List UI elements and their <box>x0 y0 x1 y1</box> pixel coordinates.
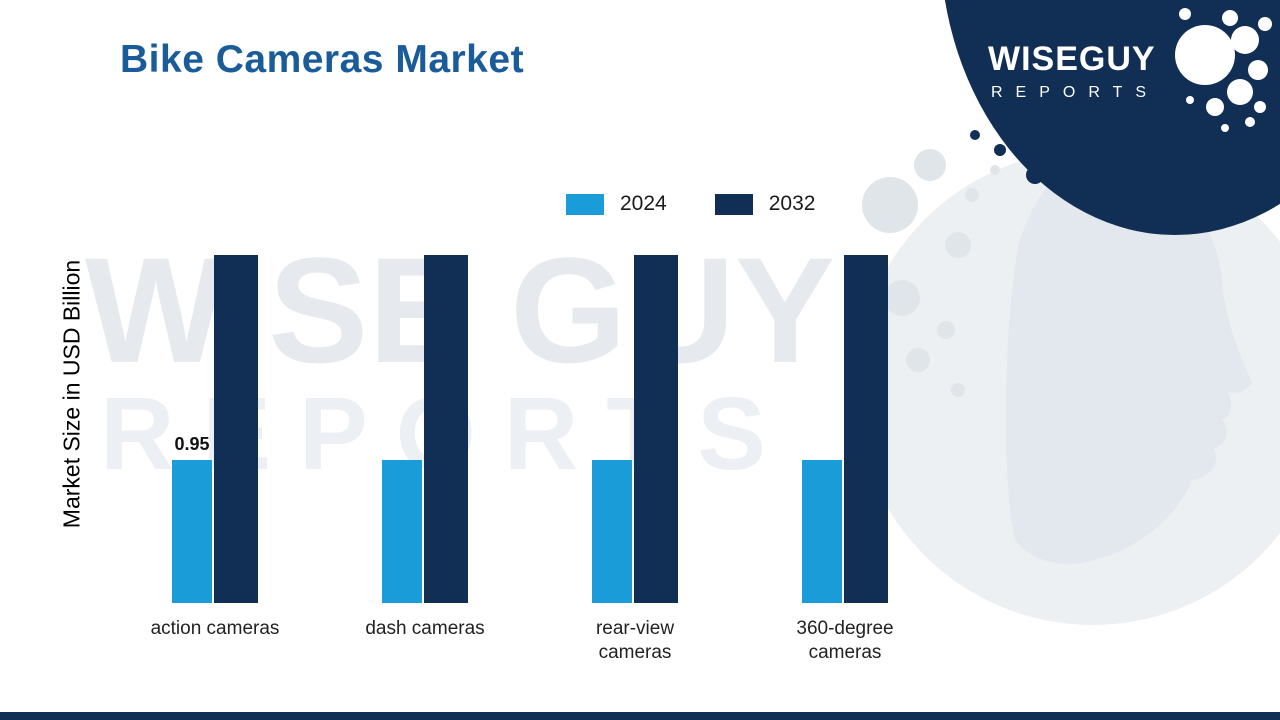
bar-group: dash cameras <box>365 230 485 639</box>
category-label: rear-view cameras <box>595 618 675 663</box>
bar-slot <box>382 460 422 603</box>
category-label: action cameras <box>150 618 280 639</box>
bar-2024 <box>172 460 212 603</box>
bar-slot <box>424 255 468 603</box>
y-axis-label: Market Size in USD Billion <box>58 259 85 529</box>
legend-label-2024: 2024 <box>620 192 667 215</box>
bar-slot <box>634 255 678 603</box>
legend-swatch-2024 <box>566 193 604 215</box>
bar-2032 <box>214 255 258 603</box>
chart-legend: 2024 2032 <box>566 192 815 216</box>
bar-slot <box>214 255 258 603</box>
footer-bar <box>0 712 1280 720</box>
bar-pair <box>592 230 678 603</box>
bar-2024 <box>382 460 422 603</box>
bar-slot <box>844 255 888 603</box>
bar-2024 <box>802 460 842 603</box>
bar-slot <box>592 460 632 603</box>
bar-pair <box>802 230 888 603</box>
legend-label-2032: 2032 <box>768 192 816 215</box>
legend-swatch-2032 <box>714 193 753 215</box>
bar-group: 360-degree cameras <box>796 230 894 663</box>
bar-slot: 0.95 <box>172 434 212 603</box>
legend-item-2024: 2024 <box>566 192 667 216</box>
brand-logo: WISEGUY REPORTS <box>988 42 1159 101</box>
logo-wordmark: WISEGUY <box>988 40 1156 78</box>
chart-title: Bike Cameras Market <box>120 38 525 81</box>
logo-subtitle: REPORTS <box>991 84 1160 101</box>
bar-group: rear-view cameras <box>592 230 678 663</box>
bar-chart: 0.95 action cameras dash cameras rear-view … <box>110 230 950 663</box>
bar-slot <box>802 460 842 603</box>
bar-pair <box>382 230 468 603</box>
bar-value-label: 0.95 <box>174 434 210 454</box>
bar-2032 <box>634 255 678 603</box>
legend-item-2032: 2032 <box>714 192 816 216</box>
bar-2032 <box>424 255 468 603</box>
category-label: 360-degree cameras <box>796 618 894 663</box>
bar-group: 0.95 action cameras <box>151 230 279 639</box>
bar-pair: 0.95 <box>172 230 258 603</box>
category-label: dash cameras <box>365 618 485 639</box>
bar-2032 <box>844 255 888 603</box>
bar-2024 <box>592 460 632 603</box>
